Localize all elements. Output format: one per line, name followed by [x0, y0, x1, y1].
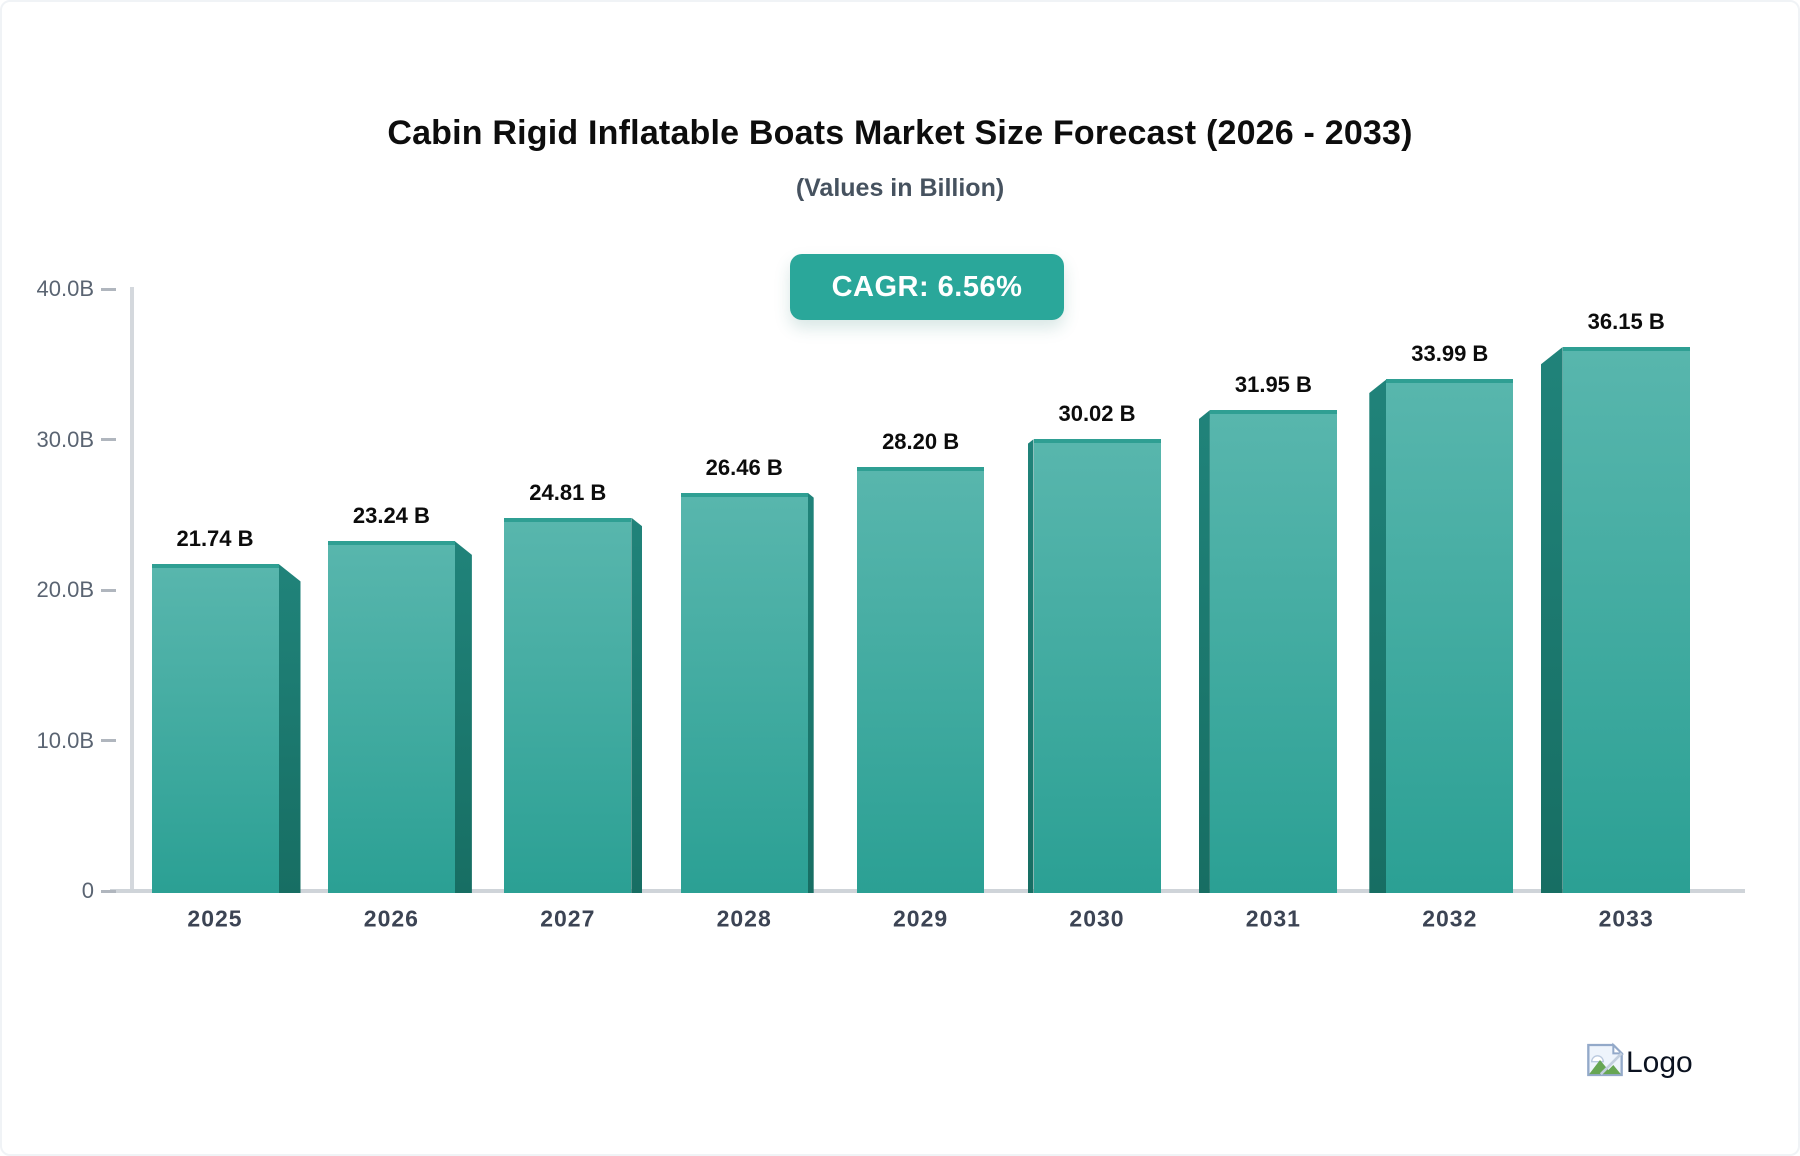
bar-value-label: 31.95 B	[1234, 372, 1312, 398]
y-axis-tick-label: 30.0B	[36, 426, 95, 452]
bar-value-label: 36.15 B	[1587, 308, 1665, 334]
x-axis-label-2027: 2027	[540, 905, 596, 932]
x-axis-label-2026: 2026	[363, 905, 419, 932]
x-axis-label-2033: 2033	[1598, 905, 1654, 932]
bar-side-face	[1027, 439, 1034, 893]
bar-side-face	[1198, 410, 1210, 893]
bar-2027	[504, 517, 632, 893]
y-axis-tick	[101, 889, 116, 893]
bar-side-face	[454, 541, 472, 893]
bar-side-face	[807, 492, 814, 893]
bar-value-label: 23.24 B	[352, 503, 430, 529]
bar-2026	[327, 541, 455, 893]
y-axis-tick-label: 40.0B	[36, 276, 95, 301]
cagr-badge: CAGR: 6.56%	[790, 254, 1064, 320]
bar-value-label: 21.74 B	[176, 525, 254, 551]
bar-2029	[857, 466, 985, 893]
y-axis-tick-label: 0	[81, 878, 94, 903]
bar-2031	[1209, 410, 1337, 893]
bar-side-face	[1369, 379, 1387, 893]
y-axis-line	[130, 287, 134, 893]
cagr-badge-label: CAGR: 6.56%	[831, 270, 1023, 303]
bar-value-label: 28.20 B	[882, 428, 960, 454]
y-axis-tick-label: 10.0B	[36, 727, 95, 753]
chart-subtitle: (Values in Billion)	[795, 174, 1005, 202]
bar-2032	[1386, 379, 1514, 893]
bar-2025	[151, 563, 279, 893]
bar-2028	[680, 492, 808, 893]
bar-value-label: 30.02 B	[1058, 401, 1136, 427]
broken-image-icon	[1587, 1042, 1625, 1077]
logo-placeholder: Logo	[1585, 1040, 1693, 1080]
y-axis-tick-label: 20.0B	[36, 577, 95, 602]
y-axis-tick	[101, 287, 116, 291]
bar-value-label: 26.46 B	[705, 454, 783, 480]
x-axis-label-2032: 2032	[1422, 905, 1478, 932]
bar-value-label: 24.81 B	[529, 479, 607, 505]
y-axis-tick	[101, 438, 116, 441]
bar-side-face	[1540, 346, 1563, 893]
x-axis-label-2030: 2030	[1069, 905, 1125, 932]
bar-side-face	[278, 563, 301, 893]
x-axis-label-2028: 2028	[716, 905, 772, 932]
bar-2033	[1562, 346, 1690, 893]
y-axis-tick	[101, 588, 116, 592]
bar-value-label: 33.99 B	[1411, 341, 1489, 367]
bar-2030	[1033, 439, 1161, 893]
x-axis-label-2031: 2031	[1245, 905, 1301, 932]
bar-side-face	[631, 517, 643, 893]
x-axis-label-2029: 2029	[893, 905, 949, 932]
logo-alt-text: Logo	[1626, 1046, 1693, 1079]
y-axis-tick	[101, 739, 116, 742]
x-axis-label-2025: 2025	[187, 905, 243, 932]
chart-title: Cabin Rigid Inflatable Boats Market Size…	[387, 114, 1413, 152]
